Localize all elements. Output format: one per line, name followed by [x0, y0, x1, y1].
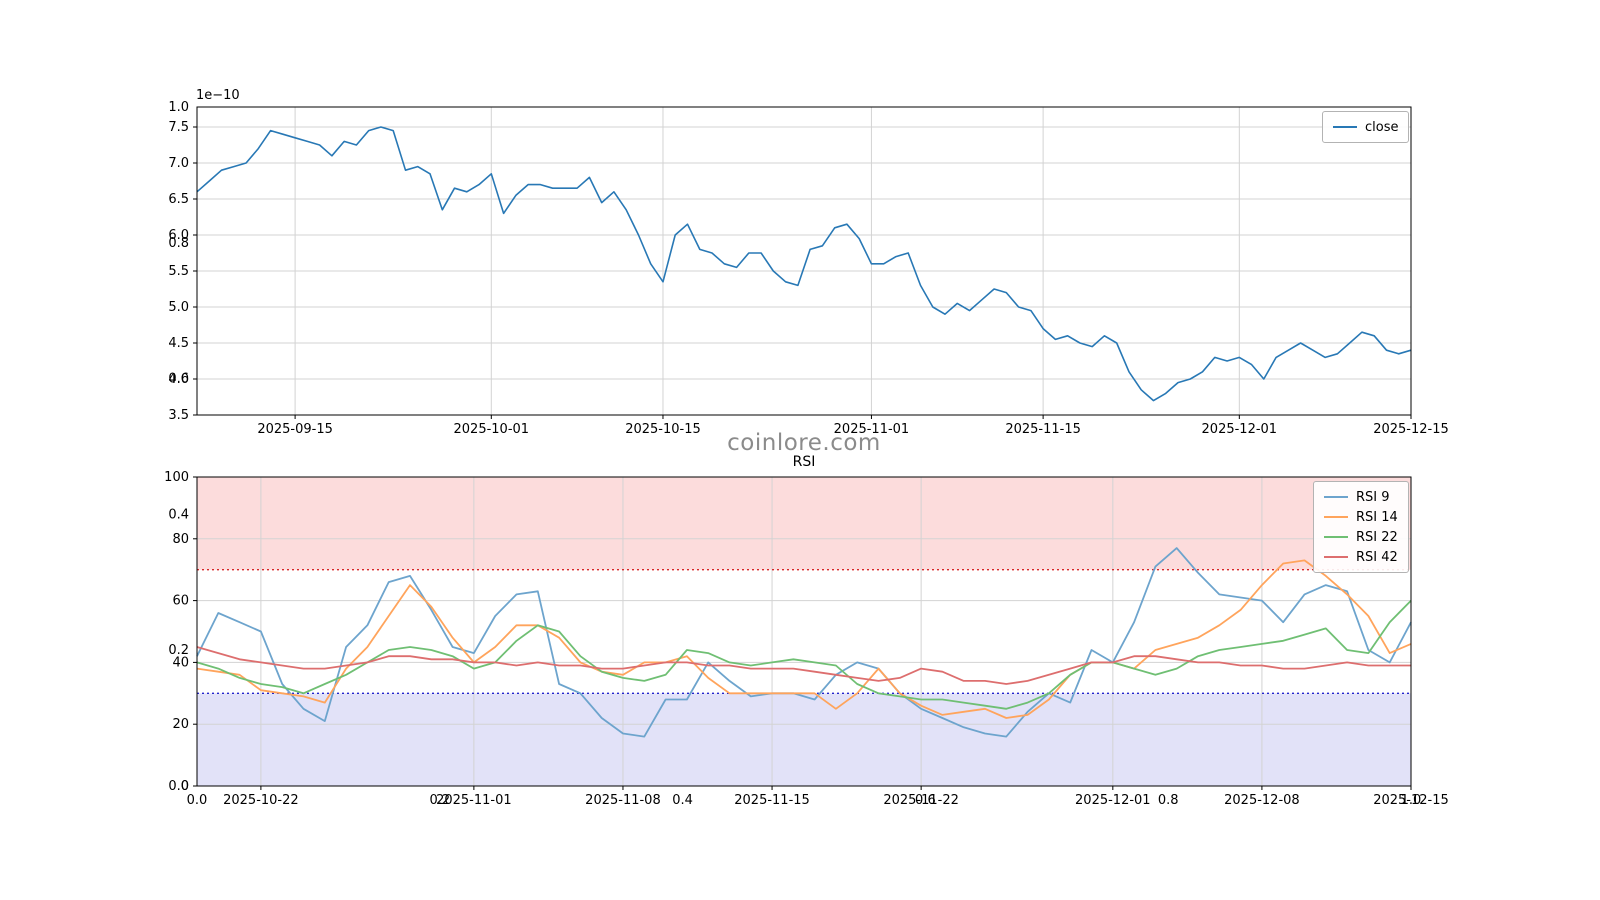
- overlay-y-tick-label: 0.4: [168, 507, 189, 522]
- close-price-line: [196, 126, 1412, 402]
- top-x-tick-label: 2025-12-15: [1373, 422, 1449, 437]
- overlay-y-tick-label: 0.0: [168, 779, 189, 794]
- overbought-zone: [197, 477, 1411, 570]
- top-x-tick-label: 2025-11-15: [1005, 422, 1081, 437]
- top-y-tick-label: 7.5: [168, 120, 189, 135]
- rsi-x-tick-label: 2025-11-08: [585, 793, 661, 808]
- oversold-zone: [197, 693, 1411, 786]
- top-x-tick-label: 2025-12-01: [1202, 422, 1278, 437]
- top-x-tick-label: 2025-10-01: [454, 422, 530, 437]
- rsi-y-tick-label: 20: [172, 717, 189, 732]
- rsi-x-tick-label: 2025-11-15: [734, 793, 810, 808]
- overlay-y-tick-label: 0.2: [168, 643, 189, 658]
- overlay-x-tick-label: 0.6: [915, 793, 936, 808]
- legend-label: RSI 9: [1356, 489, 1390, 505]
- rsi22-line: [196, 599, 1412, 710]
- legend-label: RSI 14: [1356, 509, 1398, 525]
- legend-label: RSI 42: [1356, 549, 1398, 565]
- top-y-tick-label: 5.5: [168, 264, 189, 279]
- top-plot-border: [196, 106, 1412, 416]
- rsi-y-tick-label: 60: [172, 594, 189, 609]
- legend-item-rsi-42: RSI 42: [1324, 547, 1398, 567]
- legend-line-sample: [1324, 516, 1348, 518]
- rsi-x-tick-label: 2025-11-01: [436, 793, 512, 808]
- legend-item-rsi-14: RSI 14: [1324, 507, 1398, 527]
- watermark: coinlore.com: [727, 430, 881, 456]
- top-y-tick-label: 6.5: [168, 192, 189, 207]
- y-axis-offset-label: 1e−10: [196, 88, 240, 103]
- top-y-tick-label: 7.0: [168, 156, 189, 171]
- rsi-y-tick-label: 40: [172, 655, 189, 670]
- overlay-y-tick-label: 1.0: [168, 100, 189, 115]
- rsi-y-tick-label: 80: [172, 532, 189, 547]
- rsi42-line: [196, 646, 1411, 685]
- top-y-tick-label: 6.0: [168, 228, 189, 243]
- top-x-tick-label: 2025-10-15: [625, 422, 701, 437]
- top-y-tick-label: 5.0: [168, 300, 189, 315]
- overlay-x-tick-label: 0.0: [187, 793, 208, 808]
- legend-item-rsi-9: RSI 9: [1324, 487, 1398, 507]
- rsi9-line: [196, 547, 1412, 738]
- rsi-x-tick-label: 2025-12-15: [1373, 793, 1449, 808]
- legend-label: close: [1365, 119, 1399, 135]
- overlay-y-tick-label: 0.6: [168, 372, 189, 387]
- legend-item-close: close: [1333, 117, 1398, 137]
- top-x-tick-label: 2025-09-15: [257, 422, 333, 437]
- top-y-tick-label: 4.5: [168, 336, 189, 351]
- legend-close: close: [1322, 111, 1410, 143]
- legend-line-sample: [1324, 556, 1348, 558]
- overlay-x-tick-label: 1.0: [1401, 793, 1422, 808]
- top-x-tick-label: 2025-11-01: [834, 422, 910, 437]
- rsi14-line: [196, 559, 1412, 719]
- legend-line-sample: [1333, 126, 1357, 128]
- overlay-x-tick-label: 0.4: [672, 793, 693, 808]
- rsi-y-tick-label: 0: [181, 779, 189, 794]
- rsi-x-tick-label: 2025-12-08: [1224, 793, 1300, 808]
- legend-rsi: RSI 9 RSI 14 RSI 22 RSI 42: [1313, 481, 1409, 573]
- overlay-x-tick-label: 0.8: [1158, 793, 1179, 808]
- overlay-x-tick-label: 0.2: [429, 793, 450, 808]
- legend-line-sample: [1324, 536, 1348, 538]
- rsi-chart-title: RSI: [792, 454, 816, 470]
- rsi-x-tick-label: 2025-11-22: [883, 793, 959, 808]
- legend-label: RSI 22: [1356, 529, 1398, 545]
- top-y-tick-label: 4.0: [168, 372, 189, 387]
- rsi-plot-border: [196, 476, 1412, 787]
- top-y-tick-label: 3.5: [168, 408, 189, 423]
- rsi-x-tick-label: 2025-12-01: [1075, 793, 1151, 808]
- legend-line-sample: [1324, 496, 1348, 498]
- overlay-y-tick-label: 0.8: [168, 236, 189, 251]
- legend-item-rsi-22: RSI 22: [1324, 527, 1398, 547]
- rsi-y-tick-label: 100: [164, 470, 189, 485]
- rsi-x-tick-label: 2025-10-22: [223, 793, 299, 808]
